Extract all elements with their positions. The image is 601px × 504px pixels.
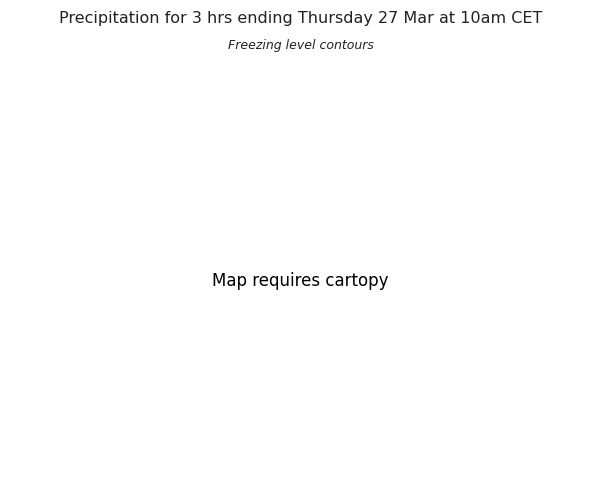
Text: Freezing level contours: Freezing level contours: [228, 39, 373, 52]
Text: Precipitation for 3 hrs ending Thursday 27 Mar at 10am CET: Precipitation for 3 hrs ending Thursday …: [59, 11, 542, 26]
Text: Map requires cartopy: Map requires cartopy: [212, 272, 389, 290]
